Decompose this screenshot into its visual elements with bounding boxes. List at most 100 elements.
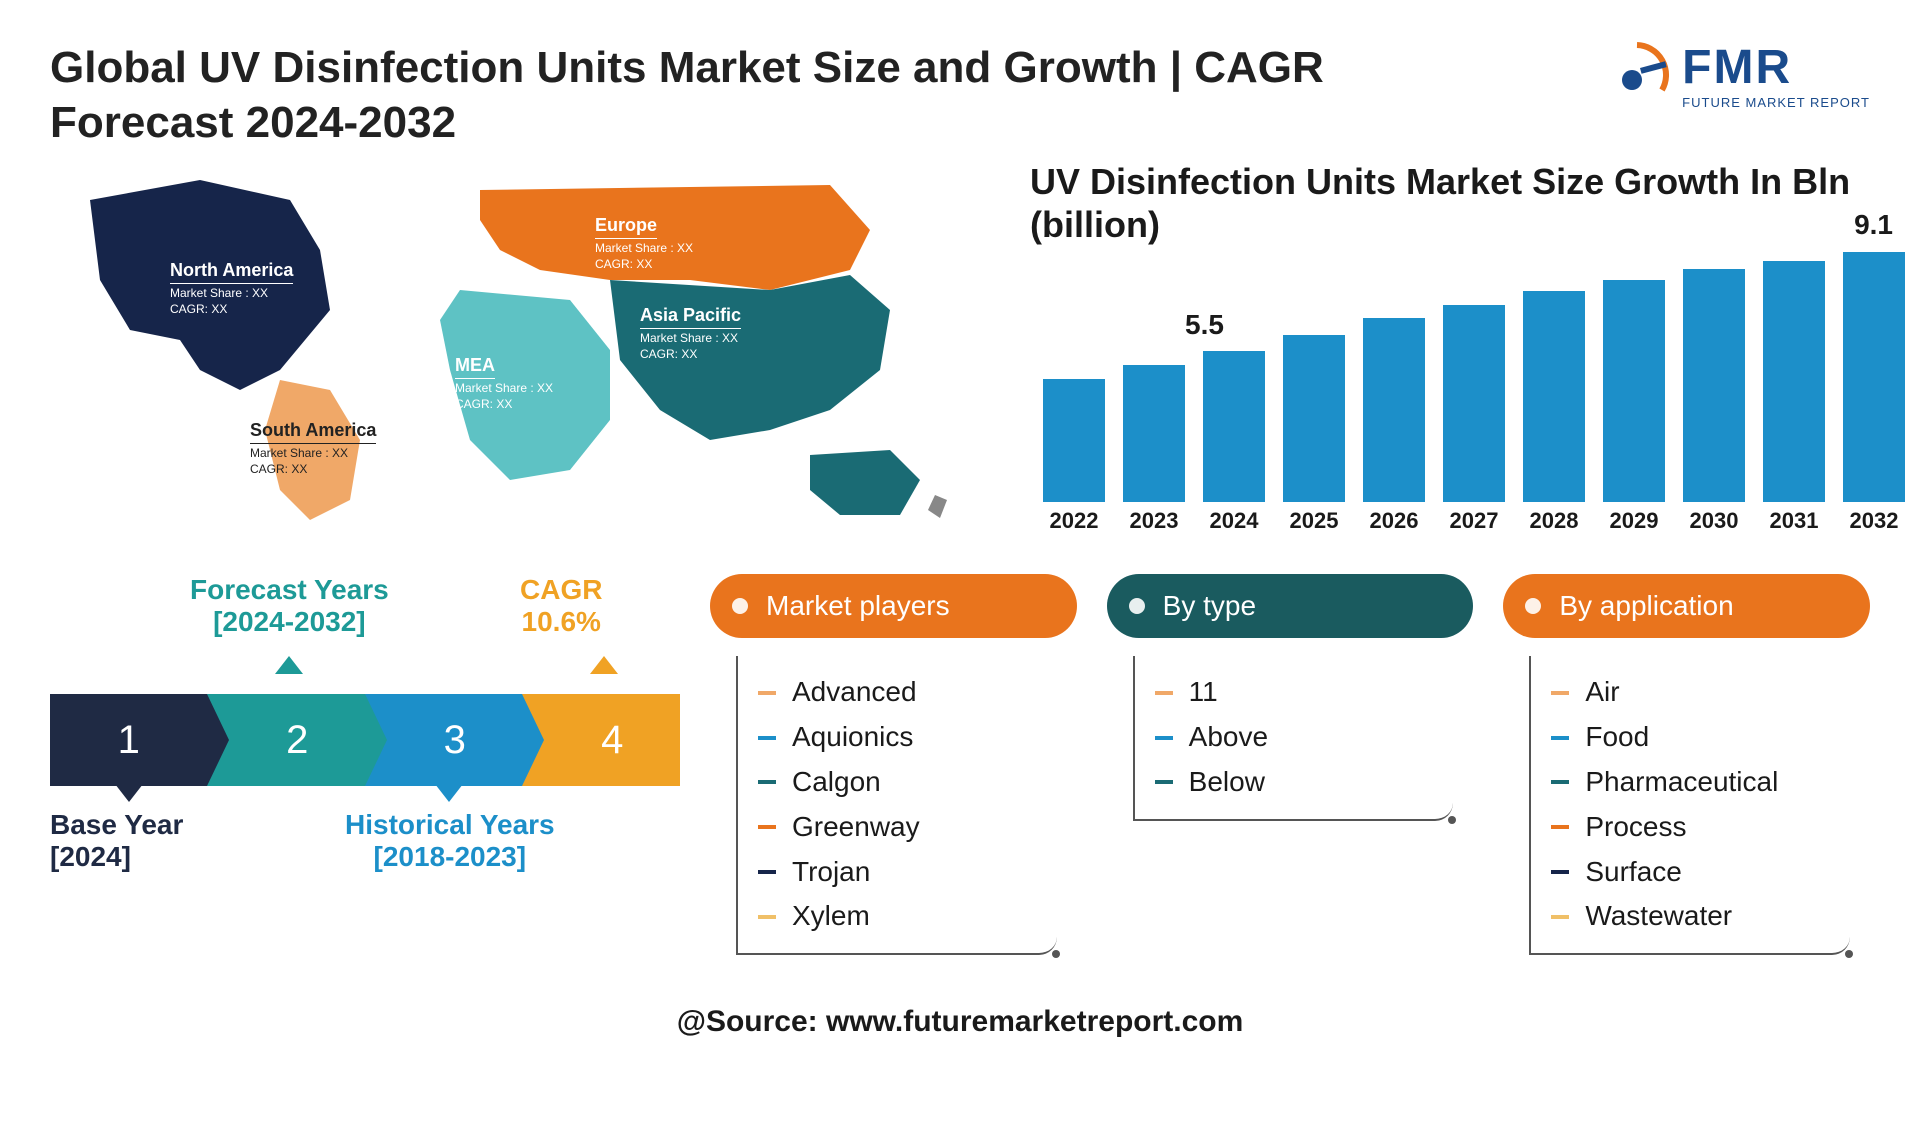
list-item-label: 11: [1189, 670, 1218, 715]
bar-rect: [1603, 280, 1665, 503]
tick-icon: [758, 915, 776, 919]
world-map: North AmericaMarket Share : XXCAGR: XX So…: [50, 160, 1010, 530]
list-item: Above: [1155, 715, 1444, 760]
list-item: Process: [1551, 805, 1840, 850]
bar-year-label: 2023: [1130, 508, 1179, 534]
by-application-column: By application AirFoodPharmaceuticalProce…: [1503, 574, 1870, 955]
list-item-label: Greenway: [792, 805, 920, 850]
list-item-label: Aquionics: [792, 715, 913, 760]
tick-icon: [1551, 780, 1569, 784]
list-item-label: Air: [1585, 670, 1619, 715]
bullet-icon: [1525, 598, 1541, 614]
bar-year-label: 2026: [1370, 508, 1419, 534]
bar-rect: [1363, 318, 1425, 502]
list-item: Surface: [1551, 850, 1840, 895]
tick-icon: [758, 825, 776, 829]
list-item-label: Advanced: [792, 670, 917, 715]
bar-year-label: 2030: [1690, 508, 1739, 534]
header: Global UV Disinfection Units Market Size…: [50, 40, 1870, 150]
bar-rect: [1123, 365, 1185, 502]
page-title: Global UV Disinfection Units Market Size…: [50, 40, 1350, 150]
cagr-label: CAGR 10.6%: [520, 574, 602, 638]
list-item: Calgon: [758, 760, 1047, 805]
pill-header: By application: [1503, 574, 1870, 638]
tick-icon: [1155, 691, 1173, 695]
tick-icon: [758, 691, 776, 695]
chart-value-2032: 9.1: [1854, 209, 1893, 241]
list-item-label: Pharmaceutical: [1585, 760, 1778, 805]
bar-year-label: 2024: [1210, 508, 1259, 534]
tick-icon: [1551, 691, 1569, 695]
region-label-north-america: North AmericaMarket Share : XXCAGR: XX: [170, 260, 293, 317]
list-item: Below: [1155, 760, 1444, 805]
list-item: Advanced: [758, 670, 1047, 715]
list-item: Air: [1551, 670, 1840, 715]
tick-icon: [758, 870, 776, 874]
bar-rect: [1843, 252, 1905, 502]
list-item-label: Below: [1189, 760, 1265, 805]
forecast-label: Forecast Years [2024-2032]: [190, 574, 389, 638]
bar-year-label: 2027: [1450, 508, 1499, 534]
hist-years-label: Historical Years [2018-2023]: [345, 809, 555, 873]
arrow-up-icon: [590, 656, 618, 674]
bar-rect: [1283, 335, 1345, 503]
region-label-south-america: South AmericaMarket Share : XXCAGR: XX: [250, 420, 376, 477]
bullet-icon: [1129, 598, 1145, 614]
bar-year-label: 2032: [1850, 508, 1899, 534]
tick-icon: [758, 736, 776, 740]
pill-title: Market players: [766, 590, 950, 622]
timeline-bar: 1234: [50, 694, 680, 786]
bar-2022: 2022: [1040, 379, 1108, 535]
list-item-label: Calgon: [792, 760, 881, 805]
source-attribution: @Source: www.futuremarketreport.com: [50, 1005, 1870, 1039]
list-item: Xylem: [758, 894, 1047, 939]
region-label-mea: MEAMarket Share : XXCAGR: XX: [455, 355, 553, 412]
timeline-segment-2: 2: [207, 694, 365, 786]
pill-list: AdvancedAquionicsCalgonGreenwayTrojanXyl…: [736, 656, 1057, 955]
list-item-label: Xylem: [792, 894, 870, 939]
bar-2030: 2030: [1680, 269, 1748, 535]
list-item-label: Above: [1189, 715, 1268, 760]
pill-header: By type: [1107, 574, 1474, 638]
map-svg: [50, 160, 1010, 530]
list-item-label: Process: [1585, 805, 1686, 850]
bar-rect: [1763, 261, 1825, 503]
region-label-asia-pacific: Asia PacificMarket Share : XXCAGR: XX: [640, 305, 741, 362]
bar-2023: 2023: [1120, 365, 1188, 534]
pill-header: Market players: [710, 574, 1077, 638]
logo-icon: [1602, 40, 1672, 110]
bar-2029: 2029: [1600, 280, 1668, 535]
bar-2025: 2025: [1280, 335, 1348, 535]
bar-2028: 2028: [1520, 291, 1588, 535]
pill-title: By application: [1559, 590, 1733, 622]
timeline-segment-1: 1: [50, 694, 207, 786]
tick-icon: [1551, 870, 1569, 874]
list-item: 11: [1155, 670, 1444, 715]
fmr-logo: FMR FUTURE MARKET REPORT: [1602, 40, 1870, 110]
logo-main-text: FMR: [1682, 40, 1870, 95]
list-item: Greenway: [758, 805, 1047, 850]
timeline-segment-4: 4: [522, 694, 680, 786]
list-item: Pharmaceutical: [1551, 760, 1840, 805]
timeline: Forecast Years [2024-2032] CAGR 10.6% 12…: [50, 574, 680, 955]
pill-list: AirFoodPharmaceuticalProcessSurfaceWaste…: [1529, 656, 1850, 955]
bars-container: 2022202320242025202620272028202920302031…: [1030, 254, 1908, 534]
bar-2032: 2032: [1840, 252, 1908, 534]
region-label-europe: EuropeMarket Share : XXCAGR: XX: [595, 215, 693, 272]
bar-year-label: 2029: [1610, 508, 1659, 534]
tick-icon: [1551, 825, 1569, 829]
bar-year-label: 2025: [1290, 508, 1339, 534]
list-item-label: Trojan: [792, 850, 870, 895]
list-item-label: Surface: [1585, 850, 1682, 895]
tick-icon: [1551, 736, 1569, 740]
bar-year-label: 2028: [1530, 508, 1579, 534]
list-item: Trojan: [758, 850, 1047, 895]
list-item: Food: [1551, 715, 1840, 760]
list-item: Aquionics: [758, 715, 1047, 760]
logo-sub-text: FUTURE MARKET REPORT: [1682, 95, 1870, 110]
by-type-column: By type 11AboveBelow: [1107, 574, 1474, 955]
pill-title: By type: [1163, 590, 1256, 622]
market-players-column: Market players AdvancedAquionicsCalgonGre…: [710, 574, 1077, 955]
list-item-label: Wastewater: [1585, 894, 1732, 939]
bar-rect: [1683, 269, 1745, 503]
